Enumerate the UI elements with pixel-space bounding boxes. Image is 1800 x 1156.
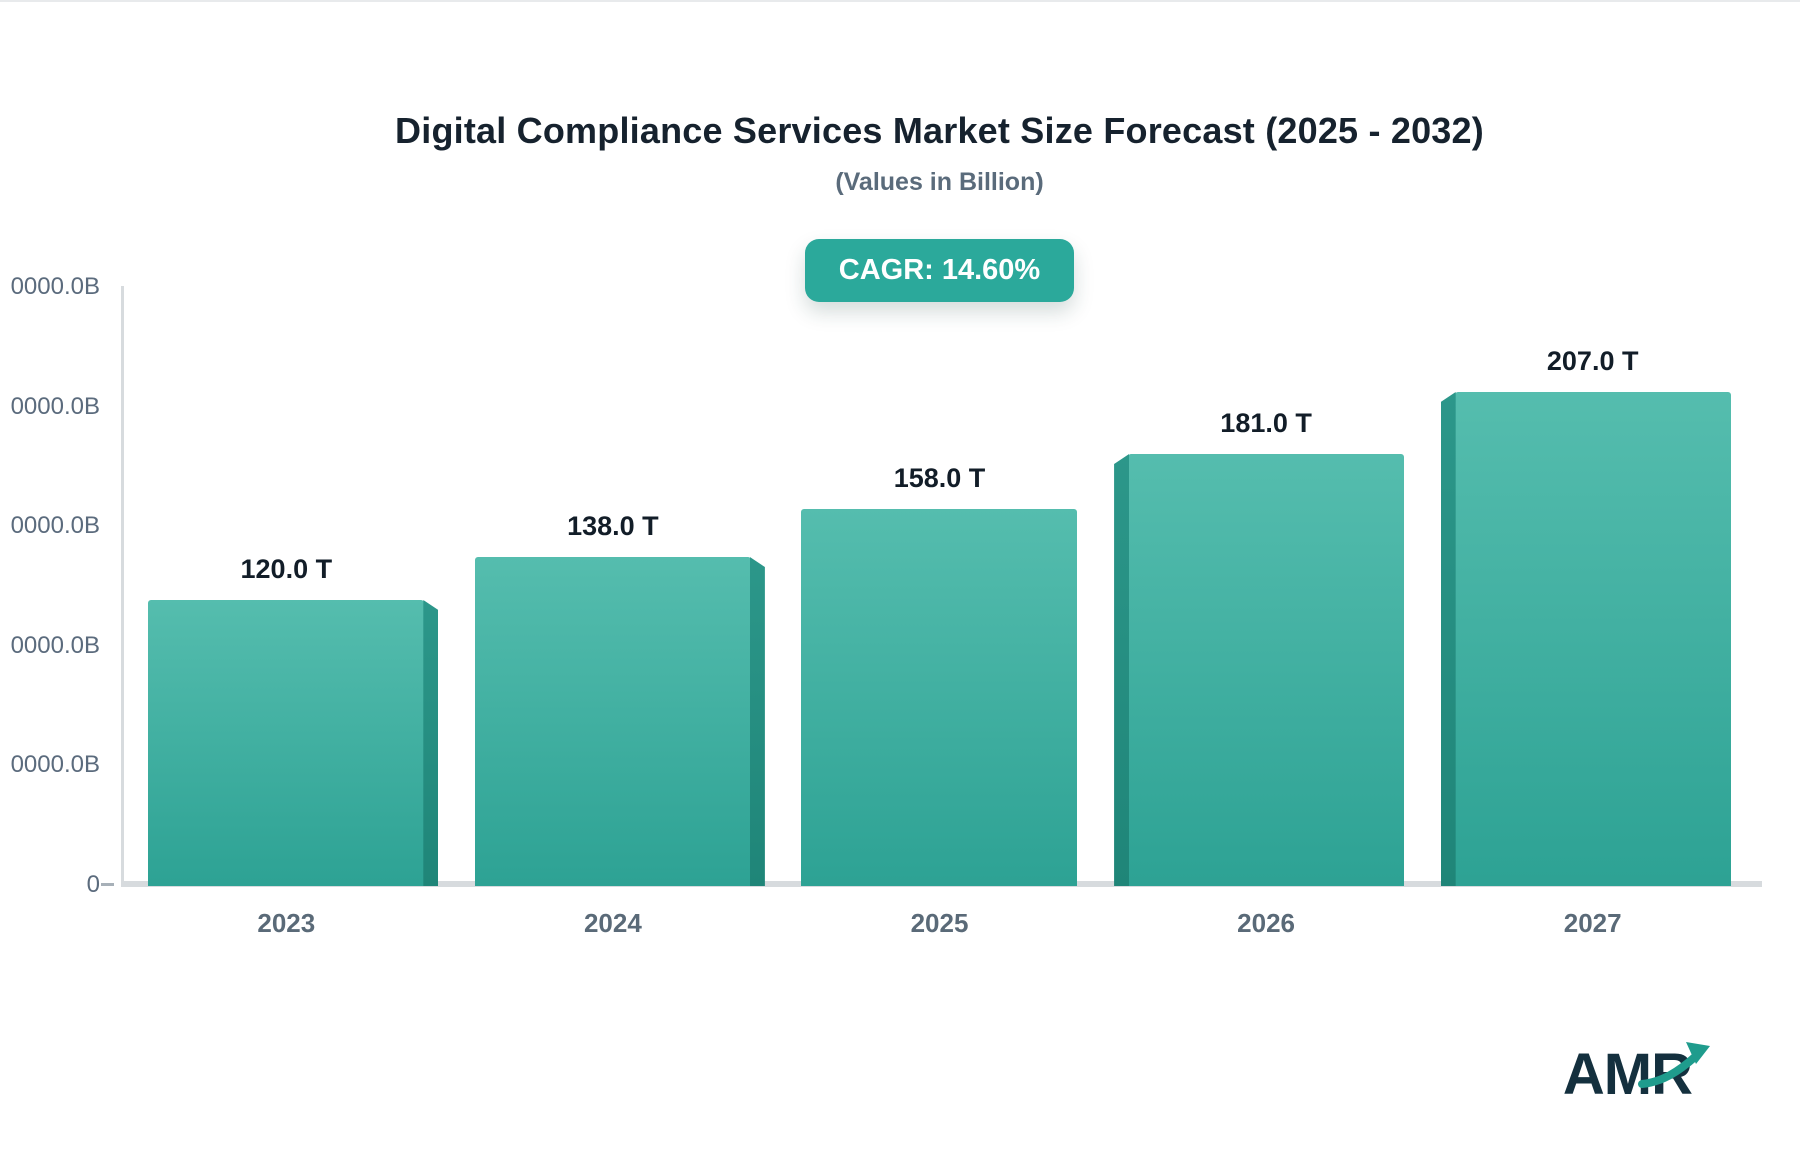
bar-side-face bbox=[1440, 392, 1456, 886]
bar-2025: 158.0 T bbox=[801, 463, 1078, 886]
y-axis-labels: 0 0000.0B 0000.0B 0000.0B 0000.0B 0000.0B bbox=[0, 273, 100, 898]
bar-slot: 120.0 T 2023 bbox=[123, 282, 450, 938]
bar-2027: 207.0 T bbox=[1440, 346, 1731, 886]
x-axis-label: 2023 bbox=[257, 908, 316, 938]
y-axis-tick-label: 0000.0B bbox=[10, 631, 100, 659]
bar-side-face bbox=[423, 600, 439, 886]
bar-slot: 158.0 T 2025 bbox=[776, 282, 1103, 938]
bar-2023: 120.0 T bbox=[148, 554, 439, 886]
bar-side-face bbox=[749, 557, 765, 886]
bar-value-label: 181.0 T bbox=[1220, 408, 1312, 438]
bar-slot: 138.0 T 2024 bbox=[450, 282, 777, 938]
y-axis-line bbox=[121, 286, 124, 886]
y-axis-tick-label: 0000.0B bbox=[10, 512, 100, 540]
y-axis-tick-label: 0000.0B bbox=[10, 273, 100, 300]
chart-header: Digital Compliance Services Market Size … bbox=[123, 2, 1756, 302]
plot-area: 120.0 T 2023 138.0 T 2024 158.0 T 2025 181.0 T… bbox=[123, 282, 1756, 938]
chart-title: Digital Compliance Services Market Size … bbox=[395, 110, 1484, 151]
x-axis-label: 2025 bbox=[910, 908, 969, 938]
amr-logo: AMR bbox=[1563, 1042, 1710, 1104]
bar-value-label: 207.0 T bbox=[1546, 346, 1639, 376]
bar-value-label: 138.0 T bbox=[567, 511, 659, 541]
cagr-badge: CAGR: 14.60% bbox=[804, 239, 1075, 302]
bar-slot: 181.0 T 2026 bbox=[1103, 282, 1430, 938]
x-axis-label: 2024 bbox=[583, 908, 642, 938]
y-axis-tick-label: 0000.0B bbox=[10, 392, 100, 420]
bar-slot: 207.0 T 2027 bbox=[1429, 282, 1756, 938]
y-axis-tick-label: 0000.0B bbox=[10, 751, 100, 779]
trend-arrow-icon bbox=[1638, 1042, 1710, 1088]
bar-side-face bbox=[1114, 454, 1130, 886]
bar-value-label: 158.0 T bbox=[893, 463, 986, 493]
y-axis-zero-tick bbox=[101, 883, 114, 886]
chart-subtitle: (Values in Billion) bbox=[835, 168, 1044, 196]
x-axis-label: 2027 bbox=[1563, 908, 1622, 938]
y-axis-tick-label: 0 bbox=[86, 871, 100, 898]
bar-value-label: 120.0 T bbox=[240, 554, 333, 584]
bar-2026: 181.0 T bbox=[1114, 408, 1405, 886]
x-axis-label: 2026 bbox=[1237, 908, 1295, 938]
bar-2024: 138.0 T bbox=[474, 511, 765, 886]
